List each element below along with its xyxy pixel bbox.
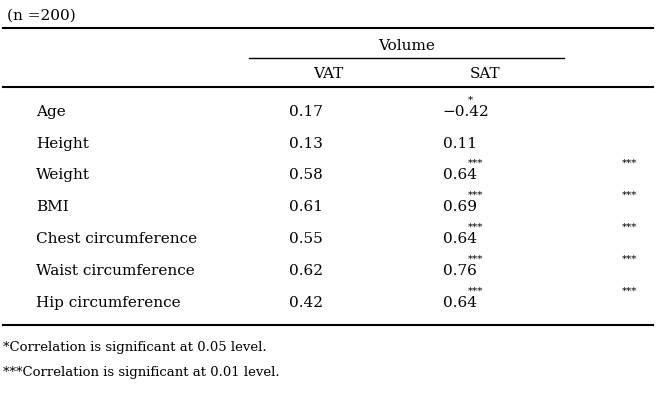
Text: ***: *** bbox=[468, 223, 483, 232]
Text: 0.62: 0.62 bbox=[289, 264, 323, 278]
Text: *Correlation is significant at 0.05 level.: *Correlation is significant at 0.05 leve… bbox=[3, 342, 267, 354]
Text: Height: Height bbox=[36, 137, 89, 151]
Text: ***: *** bbox=[622, 223, 637, 232]
Text: Waist circumference: Waist circumference bbox=[36, 264, 195, 278]
Text: 0.76: 0.76 bbox=[443, 264, 477, 278]
Text: 0.69: 0.69 bbox=[443, 200, 477, 214]
Text: 0.61: 0.61 bbox=[289, 200, 323, 214]
Text: *: * bbox=[468, 96, 473, 104]
Text: ***: *** bbox=[468, 255, 483, 264]
Text: 0.42: 0.42 bbox=[289, 296, 323, 310]
Text: ***: *** bbox=[622, 255, 637, 264]
Text: 0.64: 0.64 bbox=[443, 296, 477, 310]
Text: ***: *** bbox=[622, 191, 637, 200]
Text: ***: *** bbox=[622, 159, 637, 168]
Text: Weight: Weight bbox=[36, 168, 90, 182]
Text: ***: *** bbox=[622, 287, 637, 296]
Text: ***: *** bbox=[468, 159, 483, 168]
Text: 0.64: 0.64 bbox=[443, 168, 477, 182]
Text: Hip circumference: Hip circumference bbox=[36, 296, 180, 310]
Text: VAT: VAT bbox=[313, 67, 343, 81]
Text: 0.58: 0.58 bbox=[289, 168, 322, 182]
Text: ***: *** bbox=[468, 287, 483, 296]
Text: SAT: SAT bbox=[470, 67, 501, 81]
Text: Volume: Volume bbox=[379, 39, 435, 53]
Text: Chest circumference: Chest circumference bbox=[36, 232, 197, 246]
Text: −0.42: −0.42 bbox=[443, 105, 489, 119]
Text: 0.64: 0.64 bbox=[443, 232, 477, 246]
Text: 0.55: 0.55 bbox=[289, 232, 322, 246]
Text: BMI: BMI bbox=[36, 200, 69, 214]
Text: 0.11: 0.11 bbox=[443, 137, 477, 151]
Text: 0.13: 0.13 bbox=[289, 137, 323, 151]
Text: ***: *** bbox=[468, 191, 483, 200]
Text: ***Correlation is significant at 0.01 level.: ***Correlation is significant at 0.01 le… bbox=[3, 366, 280, 379]
Text: Age: Age bbox=[36, 105, 66, 119]
Text: 0.17: 0.17 bbox=[289, 105, 323, 119]
Text: (n =200): (n =200) bbox=[7, 9, 75, 23]
